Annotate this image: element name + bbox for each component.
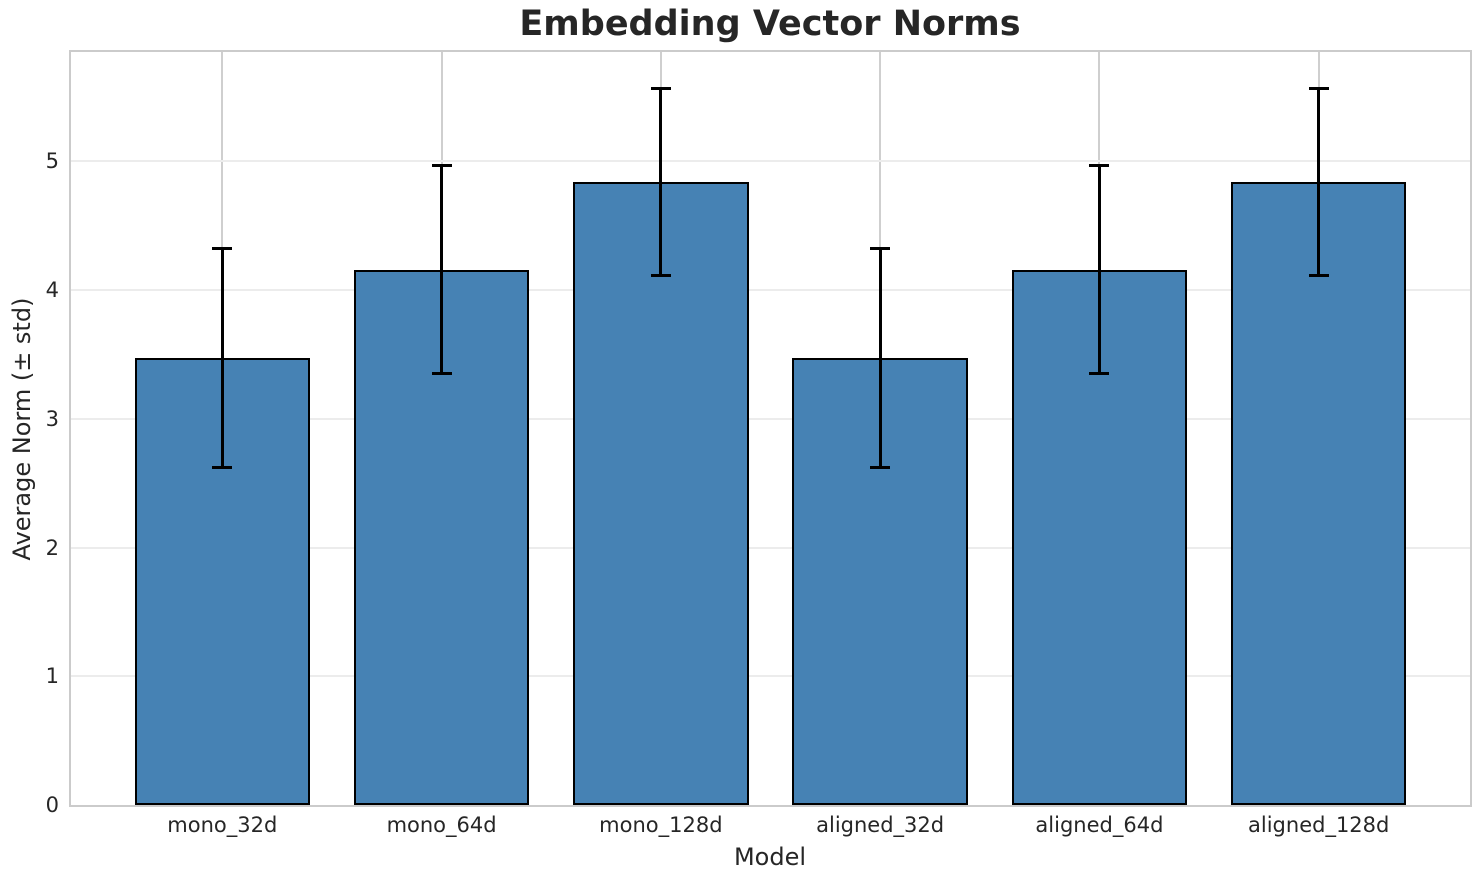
y-tick-label: 4	[45, 278, 59, 303]
error-bar-line	[1317, 88, 1321, 276]
x-tick-label-mono_64d: mono_64d	[386, 813, 497, 837]
error-bar-cap-top	[212, 247, 233, 251]
gridline-horizontal	[71, 289, 1470, 292]
error-bar-line	[220, 248, 224, 468]
error-bar-line	[440, 165, 444, 374]
x-tick-label-aligned_32d: aligned_32d	[816, 813, 945, 837]
y-tick-label: 5	[45, 149, 59, 174]
error-bar-cap-bottom	[650, 274, 671, 278]
error-bar-cap-top	[1089, 163, 1110, 167]
error-bar-line	[878, 248, 882, 468]
plot-inner	[71, 52, 1470, 805]
error-bar-cap-top	[1308, 86, 1329, 90]
y-tick-label: 2	[45, 535, 59, 560]
error-bar-cap-bottom	[212, 466, 233, 470]
x-tick-label-mono_128d: mono_128d	[599, 813, 723, 837]
y-tick-label: 0	[45, 793, 59, 817]
gridline-horizontal	[71, 417, 1470, 420]
error-bar-cap-top	[431, 163, 452, 167]
gridline-horizontal	[71, 675, 1470, 678]
error-bar-cap-bottom	[1308, 274, 1329, 278]
y-tick-label: 1	[45, 664, 59, 689]
y-axis-label: Average Norm (± std)	[8, 297, 36, 561]
chart-title: Embedding Vector Norms	[519, 4, 1021, 44]
error-bar-line	[1097, 165, 1101, 374]
gridline-horizontal	[71, 546, 1470, 549]
error-bar-cap-top	[650, 86, 671, 90]
y-tick-label: 3	[45, 406, 59, 431]
x-tick-label-mono_32d: mono_32d	[167, 813, 278, 837]
x-tick-label-aligned_128d: aligned_128d	[1248, 813, 1390, 837]
error-bar-cap-bottom	[1089, 372, 1110, 376]
plot-area	[69, 50, 1472, 807]
bar-mono_128d	[573, 182, 749, 805]
x-tick-label-aligned_64d: aligned_64d	[1035, 813, 1164, 837]
gridline-horizontal	[71, 160, 1470, 163]
error-bar-cap-bottom	[870, 466, 891, 470]
x-axis-label: Model	[733, 843, 807, 871]
error-bar-cap-bottom	[431, 372, 452, 376]
error-bar-line	[659, 88, 663, 276]
bar-aligned_128d	[1230, 182, 1407, 805]
error-bar-cap-top	[870, 247, 891, 251]
